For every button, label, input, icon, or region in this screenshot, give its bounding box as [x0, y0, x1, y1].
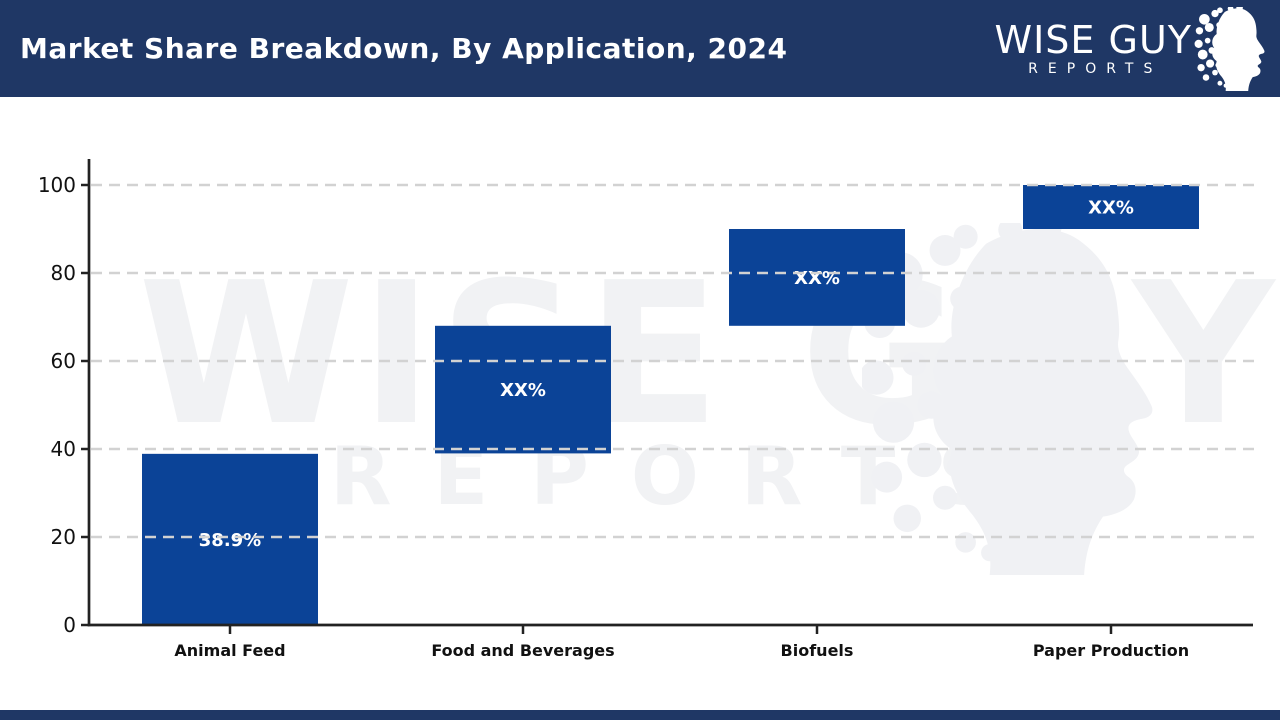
footer-bar: [0, 710, 1280, 720]
y-tick-label-100: 100: [38, 173, 76, 197]
wiseguy-logo: WISE GUY REPORTS: [995, 6, 1268, 92]
bar-1: [435, 325, 611, 454]
x-category-label-2: Biofuels: [781, 641, 854, 660]
header-bar: Market Share Breakdown, By Application, …: [0, 0, 1280, 97]
logo-wordmark: WISE GUY: [994, 17, 1192, 62]
bar-label-1: XX%: [500, 380, 546, 401]
y-tick-label-20: 20: [51, 525, 76, 549]
bar-2: [729, 229, 905, 326]
wiseguy-face-icon: [1194, 7, 1265, 91]
x-category-label-1: Food and Beverages: [431, 641, 614, 660]
x-category-label-0: Animal Feed: [174, 641, 285, 660]
chart-title: Market Share Breakdown, By Application, …: [20, 32, 788, 65]
y-tick-label-60: 60: [51, 349, 76, 373]
bar-label-2: XX%: [794, 268, 840, 289]
chart-area: WISE GUY REPORTS 38.9% XX% XX% XX% 0 20 40 60 80…: [0, 97, 1280, 710]
y-tick-label-80: 80: [51, 261, 76, 285]
y-tick-label-40: 40: [51, 437, 76, 461]
x-category-label-3: Paper Production: [1033, 641, 1189, 660]
plot-area: 38.9% XX% XX% XX% 0 20 40 60 80 100 Animal Feed Foo…: [38, 159, 1256, 660]
bar-3: [1023, 185, 1199, 229]
bar-label-3: XX%: [1088, 198, 1134, 219]
logo-subtext: REPORTS: [1028, 61, 1163, 78]
bar-0: [142, 453, 318, 625]
logo-text: WISE GUY REPORTS: [994, 17, 1192, 78]
bar-label-0: 38.9%: [199, 530, 261, 551]
y-tick-label-0: 0: [63, 613, 76, 637]
